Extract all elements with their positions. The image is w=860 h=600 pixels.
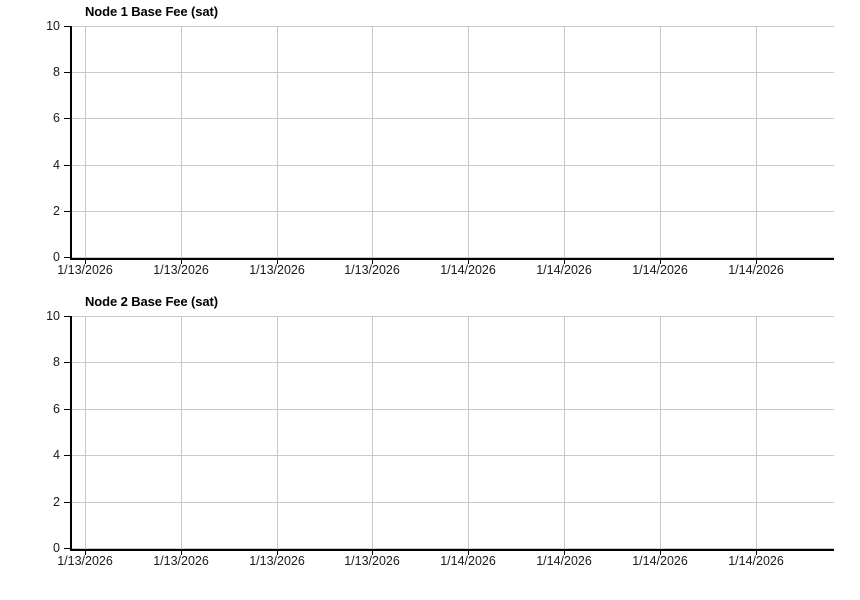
x-tick-mark — [372, 550, 373, 555]
axes-layer — [0, 290, 860, 590]
gridline-vertical — [564, 316, 565, 549]
y-axis-line — [70, 26, 72, 259]
x-tick-label: 1/14/2026 — [440, 263, 496, 277]
gridline-vertical — [277, 26, 278, 258]
x-tick-mark — [756, 259, 757, 264]
gridline-horizontal — [70, 72, 834, 73]
y-tick-mark — [64, 26, 70, 27]
gridline-vertical — [660, 316, 661, 549]
gridline-vertical — [277, 316, 278, 549]
y-tick-label: 6 — [53, 402, 60, 416]
chart-title: Node 1 Base Fee (sat) — [85, 4, 219, 19]
gridline-horizontal — [70, 316, 834, 317]
gridline-horizontal — [70, 362, 834, 363]
gridline-horizontal — [70, 455, 834, 456]
x-tick-label: 1/13/2026 — [344, 554, 400, 568]
x-tick-mark — [181, 259, 182, 264]
y-tick-mark — [64, 409, 70, 410]
gridline-horizontal — [70, 257, 834, 258]
plot-area — [70, 26, 834, 258]
y-tick-mark — [64, 165, 70, 166]
gridline-vertical — [756, 26, 757, 258]
gridline-horizontal — [70, 26, 834, 27]
gridline-vertical — [181, 316, 182, 549]
chart-panel-node-2: Node 2 Base Fee (sat) 0 2 4 6 8 10 1/13/2026 1/… — [0, 290, 860, 590]
gridline-horizontal — [70, 409, 834, 410]
y-tick-label: 2 — [53, 204, 60, 218]
x-tick-mark — [181, 550, 182, 555]
x-tick-mark — [277, 259, 278, 264]
x-tick-label: 1/14/2026 — [632, 263, 688, 277]
y-tick-mark — [64, 548, 70, 549]
gridline-horizontal — [70, 118, 834, 119]
x-tick-mark — [756, 550, 757, 555]
y-tick-mark — [64, 72, 70, 73]
x-tick-label: 1/14/2026 — [536, 554, 592, 568]
chart-title: Node 2 Base Fee (sat) — [85, 294, 219, 309]
gridline-horizontal — [70, 502, 834, 503]
y-tick-label: 2 — [53, 495, 60, 509]
plot-area — [70, 316, 834, 549]
gridline-vertical — [372, 26, 373, 258]
y-tick-mark — [64, 502, 70, 503]
y-tick-label: 6 — [53, 111, 60, 125]
gridline-horizontal — [70, 548, 834, 549]
x-tick-mark — [277, 550, 278, 555]
gridline-vertical — [468, 26, 469, 258]
x-tick-label: 1/14/2026 — [632, 554, 688, 568]
gridline-vertical — [468, 316, 469, 549]
gridline-vertical — [181, 26, 182, 258]
y-tick-label: 8 — [53, 65, 60, 79]
axes-layer — [0, 0, 860, 290]
x-tick-mark — [85, 259, 86, 264]
x-tick-label: 1/14/2026 — [728, 554, 784, 568]
gridline-horizontal — [70, 211, 834, 212]
x-tick-label: 1/13/2026 — [57, 263, 113, 277]
gridline-horizontal — [70, 165, 834, 166]
y-axis-line — [70, 316, 72, 550]
x-axis-line — [70, 549, 834, 551]
x-tick-label: 1/13/2026 — [153, 554, 209, 568]
x-tick-mark — [468, 550, 469, 555]
x-tick-label: 1/13/2026 — [57, 554, 113, 568]
y-tick-mark — [64, 316, 70, 317]
x-tick-mark — [564, 550, 565, 555]
x-axis-line — [70, 258, 834, 260]
x-tick-mark — [372, 259, 373, 264]
x-tick-label: 1/13/2026 — [344, 263, 400, 277]
x-tick-mark — [660, 550, 661, 555]
gridline-vertical — [756, 316, 757, 549]
x-tick-mark — [85, 550, 86, 555]
chart-panel-node-1: Node 1 Base Fee (sat) 0 2 4 6 8 10 1/13/2026 1/… — [0, 0, 860, 290]
gridline-vertical — [660, 26, 661, 258]
y-tick-mark — [64, 362, 70, 363]
y-tick-label: 4 — [53, 158, 60, 172]
x-tick-mark — [660, 259, 661, 264]
gridline-vertical — [85, 26, 86, 258]
y-tick-mark — [64, 455, 70, 456]
y-tick-mark — [64, 211, 70, 212]
gridline-vertical — [85, 316, 86, 549]
gridline-vertical — [564, 26, 565, 258]
x-tick-label: 1/13/2026 — [249, 263, 305, 277]
y-tick-mark — [64, 257, 70, 258]
x-tick-label: 1/14/2026 — [728, 263, 784, 277]
x-tick-label: 1/13/2026 — [153, 263, 209, 277]
y-tick-label: 4 — [53, 448, 60, 462]
x-tick-mark — [468, 259, 469, 264]
y-tick-label: 8 — [53, 355, 60, 369]
gridline-vertical — [372, 316, 373, 549]
x-tick-label: 1/14/2026 — [440, 554, 496, 568]
x-tick-label: 1/13/2026 — [249, 554, 305, 568]
y-tick-label: 10 — [46, 309, 60, 323]
x-tick-mark — [564, 259, 565, 264]
x-tick-label: 1/14/2026 — [536, 263, 592, 277]
y-tick-label: 10 — [46, 19, 60, 33]
y-tick-label: 0 — [53, 250, 60, 264]
y-tick-label: 0 — [53, 541, 60, 555]
y-tick-mark — [64, 118, 70, 119]
